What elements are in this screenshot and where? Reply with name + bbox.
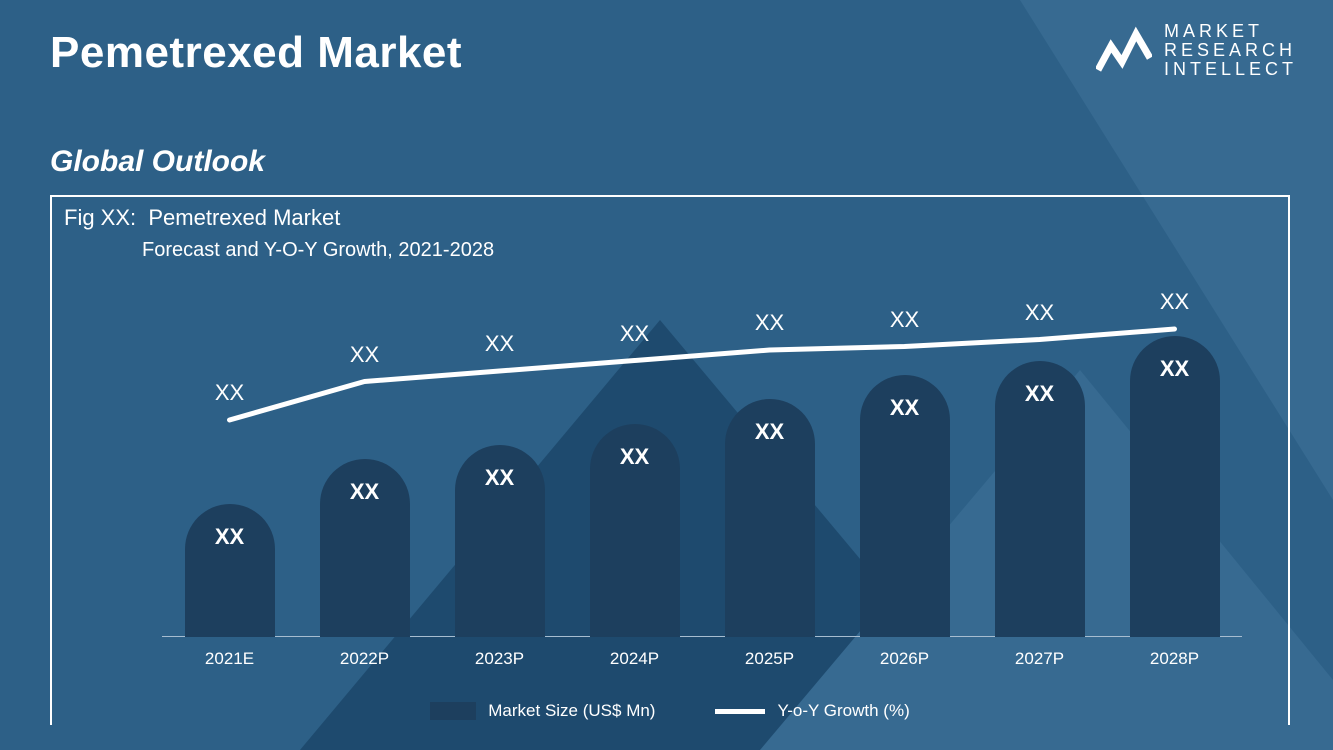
figure-caption: Fig XX: Pemetrexed Market xyxy=(64,205,340,231)
legend-swatch-bar xyxy=(430,702,476,720)
fig-title: Pemetrexed Market xyxy=(148,205,340,230)
category-label: 2024P xyxy=(575,649,695,669)
plot-area: XXXXXXXXXXXXXXXXXXXXXXXXXXXXXXXX 2021E20… xyxy=(162,287,1242,637)
category-label: 2028P xyxy=(1115,649,1235,669)
category-label: 2025P xyxy=(710,649,830,669)
logo-text: MARKET RESEARCH INTELLECT xyxy=(1164,22,1297,79)
legend-item-line: Y-o-Y Growth (%) xyxy=(715,701,909,721)
logo-line-3: INTELLECT xyxy=(1164,60,1297,79)
legend-item-bar: Market Size (US$ Mn) xyxy=(430,701,655,721)
growth-polyline xyxy=(230,329,1175,420)
category-label: 2021E xyxy=(170,649,290,669)
legend-label-bar: Market Size (US$ Mn) xyxy=(488,701,655,721)
category-label: 2027P xyxy=(980,649,1100,669)
category-label: 2026P xyxy=(845,649,965,669)
growth-line xyxy=(162,287,1242,637)
fig-prefix: Fig XX: xyxy=(64,205,136,230)
legend-label-line: Y-o-Y Growth (%) xyxy=(777,701,909,721)
figure-subtitle: Forecast and Y-O-Y Growth, 2021-2028 xyxy=(142,239,494,262)
legend: Market Size (US$ Mn) Y-o-Y Growth (%) xyxy=(52,701,1288,721)
chart-frame: Fig XX: Pemetrexed Market Forecast and Y… xyxy=(50,195,1290,725)
category-label: 2022P xyxy=(305,649,425,669)
legend-swatch-line xyxy=(715,709,765,714)
logo-line-1: MARKET xyxy=(1164,22,1297,41)
category-label: 2023P xyxy=(440,649,560,669)
logo-icon xyxy=(1096,24,1152,76)
page-title: Pemetrexed Market xyxy=(50,28,462,78)
subtitle: Global Outlook xyxy=(50,145,265,179)
logo-line-2: RESEARCH xyxy=(1164,41,1297,60)
brand-logo: MARKET RESEARCH INTELLECT xyxy=(1096,22,1297,79)
